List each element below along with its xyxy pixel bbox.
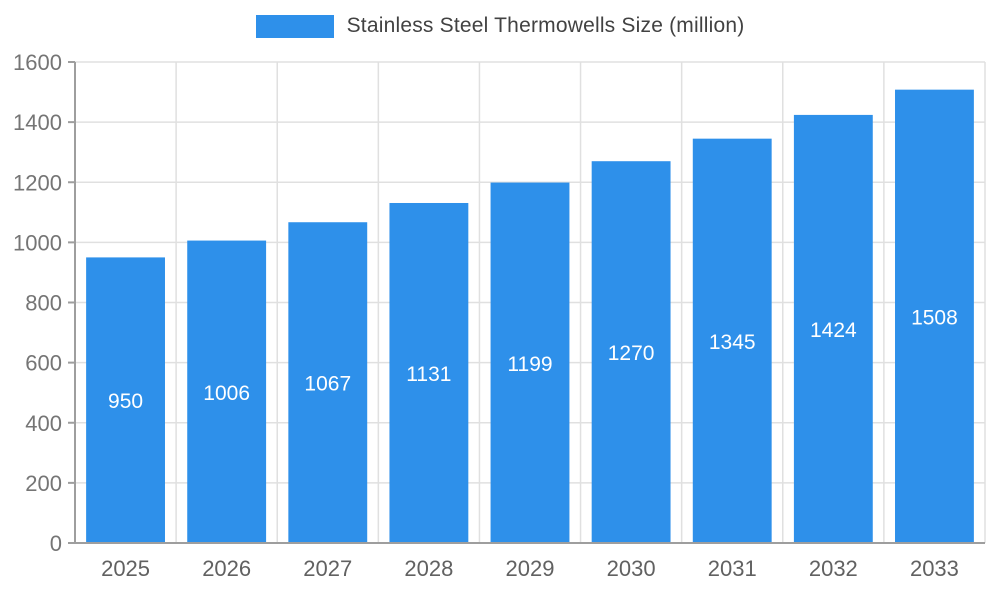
bar-value-label: 1424: [810, 319, 857, 342]
bar-value-label: 1199: [507, 353, 552, 376]
x-tick-label: 2027: [303, 556, 352, 581]
bar: [895, 89, 974, 543]
bar-value-label: 1067: [304, 373, 351, 396]
x-tick-label: 2031: [708, 556, 757, 581]
y-tick-label: 0: [50, 531, 62, 556]
y-tick-label: 1400: [13, 110, 62, 135]
x-tick-label: 2030: [607, 556, 656, 581]
bar-value-label: 950: [108, 390, 143, 413]
chart-title: Stainless Steel Thermowells Size (millio…: [346, 14, 745, 37]
y-tick-label: 800: [25, 291, 62, 316]
bar: [86, 257, 165, 543]
x-tick-label: 2026: [202, 556, 251, 581]
bar: [389, 202, 469, 544]
x-tick-label: 2025: [101, 556, 150, 581]
y-tick-label: 1600: [13, 50, 62, 75]
bar: [591, 161, 671, 544]
bar: [793, 114, 873, 543]
bar-value-label: 1345: [709, 331, 756, 354]
y-tick-label: 400: [25, 411, 62, 436]
x-tick-label: 2032: [809, 556, 858, 581]
bar-value-label: 1006: [203, 382, 250, 405]
x-tick-label: 2028: [404, 556, 453, 581]
y-tick-label: 600: [25, 351, 62, 376]
legend-swatch: [255, 14, 334, 38]
bar-value-label: 1131: [406, 363, 451, 386]
y-tick-label: 1000: [13, 230, 62, 255]
bar: [490, 182, 570, 543]
x-tick-label: 2029: [506, 556, 555, 581]
y-tick-label: 1200: [13, 170, 62, 195]
bar: [692, 138, 772, 544]
x-tick-label: 2033: [910, 556, 959, 581]
chart-legend: Stainless Steel Thermowells Size (millio…: [0, 14, 1000, 38]
bar-value-label: 1508: [911, 306, 958, 329]
bar: [187, 240, 267, 544]
bar: [288, 222, 368, 543]
bar-value-label: 1270: [608, 342, 655, 365]
y-tick-label: 200: [25, 471, 62, 496]
